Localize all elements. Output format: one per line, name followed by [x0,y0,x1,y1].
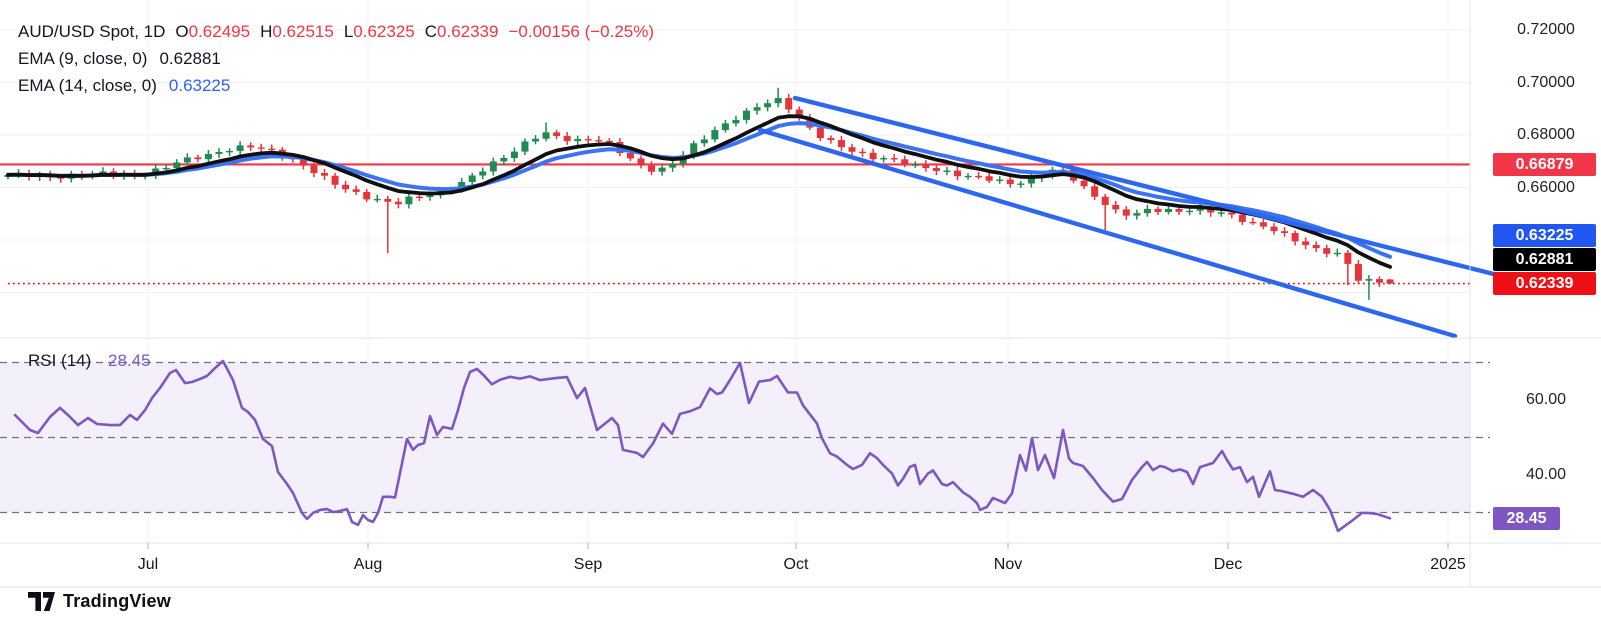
ema14-label: EMA (14, close, 0) [18,76,157,95]
price-axis-badge: 0.62881 [1493,247,1596,271]
rsi-band [0,361,1490,514]
high-value: H0.62515 [260,22,334,41]
close-value: C0.62339 [424,22,499,41]
symbol-title[interactable]: AUD/USD Spot, 1D [18,22,166,41]
price-axis-badge: 0.63225 [1493,223,1596,247]
price-axis-label: 0.68000 [1517,126,1575,143]
time-axis-label: Nov [993,556,1023,573]
price-axis-label: 0.70000 [1517,73,1575,91]
time-axis-label: Dec [1213,556,1243,573]
ema14-line [6,121,1393,259]
pane-separators [0,0,1601,588]
tradingview-brand-text: TradingView [63,591,171,611]
ema9-line [6,114,1392,269]
ema9-label: EMA (9, close, 0) [18,49,148,68]
time-axis-label: Oct [783,556,809,573]
price-axis-label: 0.66000 [1517,178,1575,196]
rsi-axis-label: 60.00 [1525,391,1567,408]
rsi-label: RSI (14) [28,351,92,370]
time-axis-label: Aug [353,556,383,573]
rsi-curve [13,359,1392,533]
ema14-value: 0.63225 [168,76,231,95]
rsi-axis-badge: 28.45 [1493,506,1560,530]
ema14-row[interactable]: EMA (14, close, 0) 0.63225 [18,76,654,103]
tradingview-logo-icon [28,592,55,611]
tradingview-brand[interactable]: TradingView [28,591,171,612]
time-axis-label: Sep [573,556,603,573]
price-axis-badge: 0.66879 [1493,152,1596,176]
price-axis-badge: 0.62339 [1493,271,1596,295]
time-axis-label: 2025 [1430,556,1466,573]
open-value: O0.62495 [175,22,251,41]
ema9-value: 0.62881 [159,49,221,68]
time-axis-label: Jul [137,556,159,573]
low-value: L0.62325 [343,22,415,41]
change-value: −0.00156 (−0.25%) [508,22,655,41]
rsi-axis-label: 40.00 [1525,466,1567,483]
symbol-legend: AUD/USD Spot, 1D O0.62495 H0.62515 L0.62… [18,22,654,103]
ohlc-row[interactable]: AUD/USD Spot, 1D O0.62495 H0.62515 L0.62… [18,22,654,49]
rsi-value: 28.45 [108,351,151,370]
channel-trendlines [757,95,1500,339]
rsi-legend[interactable]: RSI (14) 28.45 [28,351,151,371]
candles [4,87,1394,300]
price-axis-label: 0.72000 [1517,21,1575,38]
ema9-row[interactable]: EMA (9, close, 0) 0.62881 [18,49,654,76]
